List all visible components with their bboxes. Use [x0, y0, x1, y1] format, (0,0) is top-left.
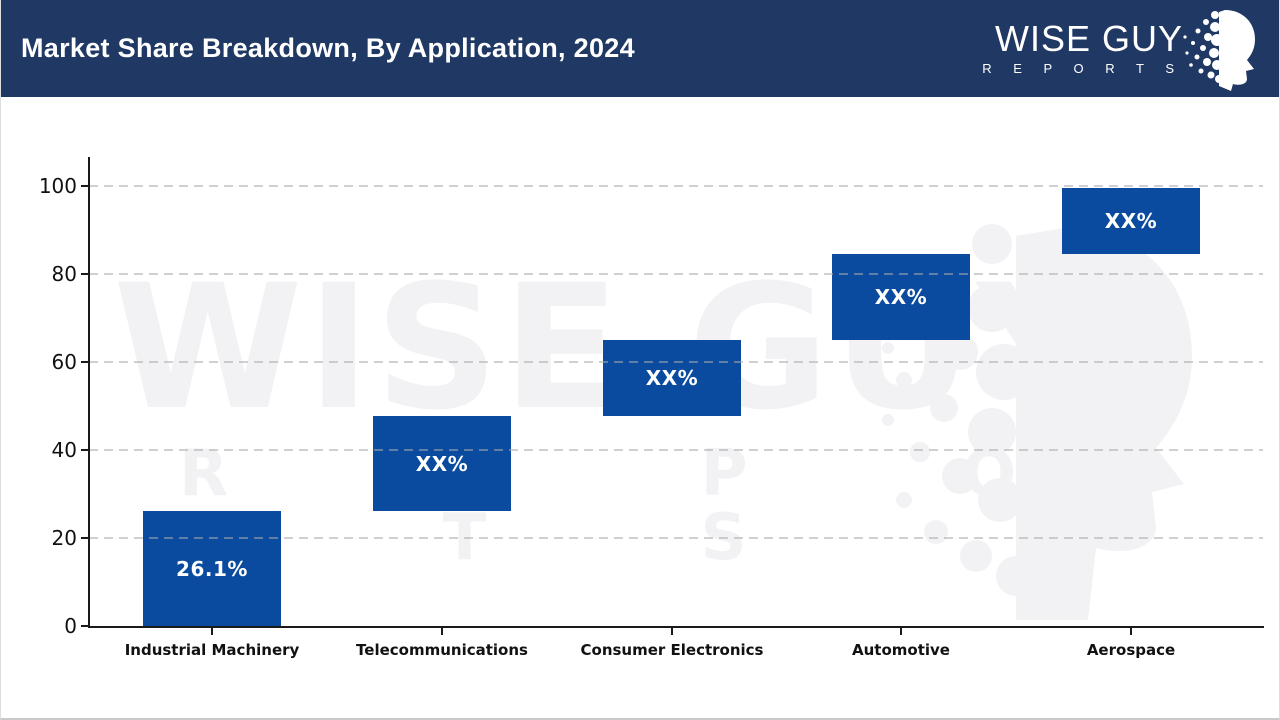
header-bar: Market Share Breakdown, By Application, …	[1, 0, 1279, 97]
wise-guy-reports-logo: WISE GUY R E P O R T S	[978, 7, 1259, 91]
gridline-40	[89, 449, 1263, 451]
x-category-label: Consumer Electronics	[580, 641, 764, 659]
gridline-60	[89, 361, 1263, 363]
x-category-label: Automotive	[852, 641, 950, 659]
bar-value-label: XX%	[415, 451, 469, 476]
logo-subtitle: R E P O R T S	[982, 61, 1183, 76]
x-category-label: Telecommunications	[356, 641, 528, 659]
y-axis-line	[88, 157, 90, 628]
bar-value-label: XX%	[1104, 208, 1158, 233]
logo-wordmark: WISE GUY	[994, 18, 1183, 59]
y-tick-mark	[81, 361, 89, 363]
y-tick-mark	[81, 537, 89, 539]
bar-industrial-machinery: 26.1%	[143, 511, 281, 626]
gridline-80	[89, 273, 1263, 275]
x-tick-mark	[1130, 628, 1132, 635]
y-tick-label: 20	[51, 526, 77, 550]
gridline-100	[89, 185, 1263, 187]
bar-telecommunications: XX%	[373, 416, 511, 512]
x-axis-line	[88, 626, 1264, 628]
y-tick-mark	[81, 625, 89, 627]
y-tick-label: 60	[51, 350, 77, 374]
bar-value-label: XX%	[874, 284, 928, 309]
y-tick-label: 40	[51, 438, 77, 462]
bar-value-label: 26.1%	[176, 556, 248, 581]
y-tick-mark	[81, 185, 89, 187]
bar-value-label: XX%	[645, 366, 699, 391]
x-tick-mark	[441, 628, 443, 635]
page-title: Market Share Breakdown, By Application, …	[21, 33, 635, 63]
x-tick-mark	[211, 628, 213, 635]
logo-text: WISE GUY R E P O R T S	[978, 18, 1183, 77]
y-tick-mark	[81, 449, 89, 451]
y-tick-label: 100	[38, 174, 77, 198]
x-category-label: Aerospace	[1086, 641, 1176, 659]
x-tick-mark	[900, 628, 902, 635]
dotted-head-profile-icon	[1183, 9, 1255, 91]
x-category-label: Industrial Machinery	[124, 641, 300, 659]
bar-aerospace: XX%	[1062, 188, 1200, 254]
y-tick-label: 0	[64, 614, 77, 638]
bar-automotive: XX%	[832, 253, 970, 340]
y-tick-label: 80	[51, 262, 77, 286]
gridline-20	[89, 537, 1263, 539]
bar-consumer-electronics: XX%	[603, 340, 741, 417]
y-tick-mark	[81, 273, 89, 275]
x-tick-mark	[671, 628, 673, 635]
